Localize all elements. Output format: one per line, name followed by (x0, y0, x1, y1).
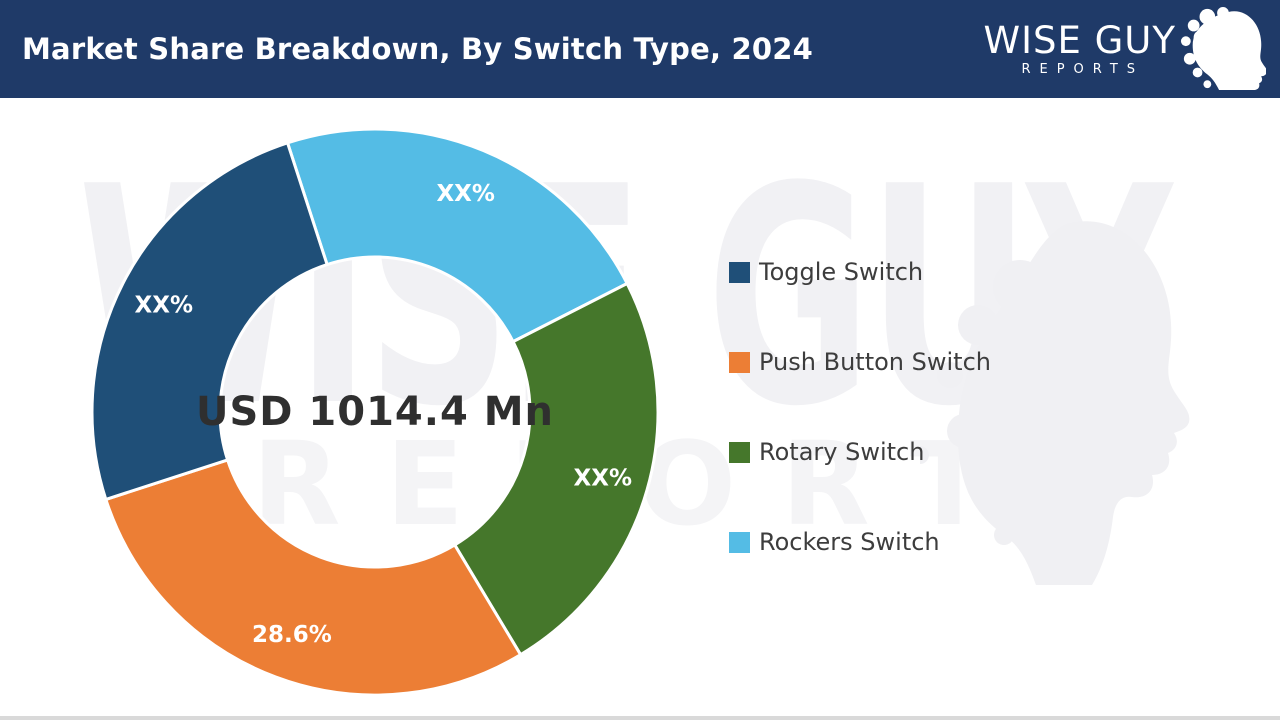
legend-item-rotary-switch: Rotary Switch (729, 438, 991, 466)
segment-label-rockers-switch: XX% (436, 181, 495, 207)
donut-segment-rockers-switch (286, 127, 629, 344)
legend-item-toggle-switch: Toggle Switch (729, 258, 991, 286)
donut-chart: XX% XX% 28.6% XX% (90, 127, 660, 697)
logo: WISE GUY REPORTS (984, 6, 1266, 92)
donut-segment-toggle-switch (90, 141, 329, 501)
donut-segment-push-button-switch (104, 458, 523, 697)
legend-swatch (729, 351, 750, 373)
page-title: Market Share Breakdown, By Switch Type, … (22, 32, 814, 66)
logo-subtext: REPORTS (1021, 62, 1145, 77)
segment-label-toggle-switch: XX% (135, 292, 194, 318)
segment-label-push-button-switch: 28.6% (252, 622, 332, 648)
legend-label: Push Button Switch (759, 348, 991, 376)
legend-label: Toggle Switch (759, 258, 924, 286)
legend-item-push-button-switch: Push Button Switch (729, 348, 991, 376)
donut-center-label: USD 1014.4 Mn (196, 389, 554, 435)
legend-label: Rockers Switch (759, 528, 940, 556)
bottom-border (0, 716, 1280, 720)
legend-item-rockers-switch: Rockers Switch (729, 528, 991, 556)
logo-head-icon (1180, 6, 1266, 91)
legend: Toggle Switch Push Button Switch Rotary Sw… (729, 258, 991, 556)
legend-swatch (729, 261, 750, 283)
donut-segment-rotary-switch (453, 282, 660, 657)
header: Market Share Breakdown, By Switch Type, … (0, 0, 1280, 98)
logo-text: WISE GUY REPORTS (984, 22, 1176, 76)
legend-label: Rotary Switch (759, 438, 925, 466)
logo-wordmark: WISE GUY (983, 19, 1176, 62)
legend-swatch (729, 441, 750, 463)
legend-swatch (729, 531, 750, 553)
segment-label-rotary-switch: XX% (574, 465, 633, 491)
